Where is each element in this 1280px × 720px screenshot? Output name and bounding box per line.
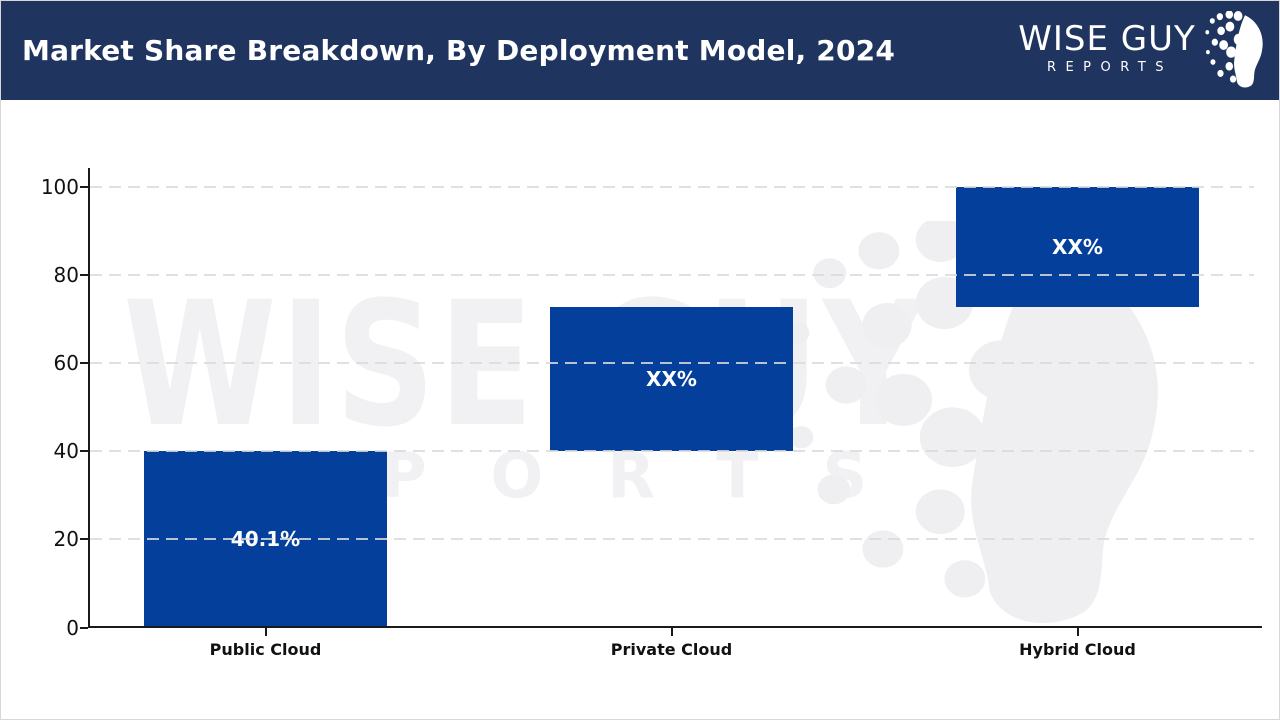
x-category-label: Private Cloud	[610, 640, 733, 659]
x-tick-mark	[1076, 628, 1079, 636]
gridline-y-100	[90, 185, 1254, 188]
page-title: Market Share Breakdown, By Deployment Mo…	[22, 34, 896, 67]
y-tick-label: 80	[53, 262, 79, 287]
logo-subtitle: REPORTS	[1046, 60, 1174, 75]
y-tick-label: 40	[53, 439, 79, 464]
header-banner: Market Share Breakdown, By Deployment Mo…	[1, 1, 1279, 100]
logo-head-dots-icon	[1205, 11, 1263, 88]
y-tick-label: 0	[66, 615, 79, 640]
gridline-y-80	[90, 273, 1254, 276]
chart-plot-area: 40.1% XX% XX% 0 20 40 60 80 100 Public Cloud Priva…	[1, 100, 1279, 719]
y-tick-mark	[80, 361, 88, 364]
y-tick-mark	[80, 273, 88, 276]
y-tick-label: 60	[53, 350, 79, 375]
gridline-y-20	[90, 538, 1254, 541]
x-category-label: Public Cloud	[209, 640, 322, 659]
x-tick-mark	[670, 628, 673, 636]
y-axis-line	[88, 168, 90, 628]
y-tick-mark	[80, 626, 88, 629]
x-tick-mark	[264, 628, 267, 636]
x-category-label: Hybrid Cloud	[1019, 640, 1136, 659]
y-tick-mark	[80, 185, 88, 188]
y-tick-mark	[80, 450, 88, 453]
y-tick-label: 20	[53, 527, 79, 552]
gridline-y-60	[90, 361, 1254, 364]
y-tick-mark	[80, 538, 88, 541]
bar-segment-hybrid-cloud: XX%	[956, 186, 1199, 308]
bar-segment-private-cloud: XX%	[550, 307, 793, 451]
bar-value-label: XX%	[1052, 234, 1103, 259]
x-axis-line	[88, 626, 1262, 628]
wiseguy-logo: WISE GUY REPORTS	[1017, 7, 1267, 95]
y-tick-label: 100	[40, 174, 79, 199]
logo-text: WISE GUY REPORTS	[1017, 21, 1197, 77]
bar-value-label: XX%	[646, 366, 697, 391]
logo-wordmark: WISE GUY	[1018, 19, 1196, 59]
gridline-y-40	[90, 450, 1254, 453]
